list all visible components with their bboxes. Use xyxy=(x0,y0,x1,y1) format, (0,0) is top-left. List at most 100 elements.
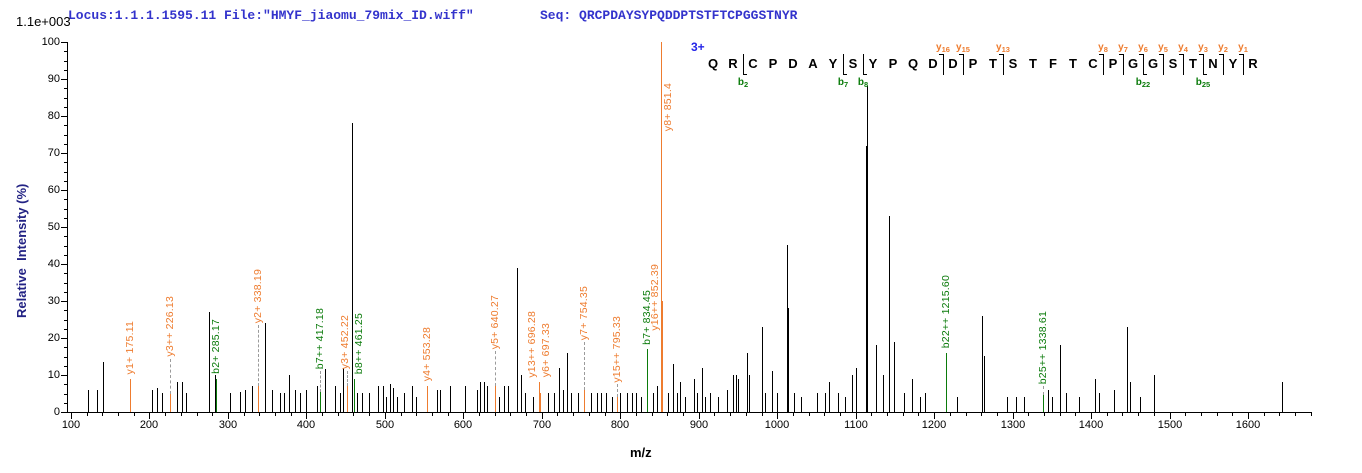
sequence-residue: F xyxy=(1049,56,1057,71)
x-tick xyxy=(683,413,684,416)
x-tick xyxy=(149,413,150,419)
y-tick xyxy=(61,412,67,413)
fragment-divider-foot xyxy=(1099,54,1103,55)
x-tick xyxy=(714,413,715,416)
x-tick-label: 500 xyxy=(375,419,395,431)
y-tick xyxy=(64,329,67,330)
seq-value: QRCPDAYSYPQDDPTSTFTCPGGSTNYR xyxy=(579,8,798,23)
spectrum-peak xyxy=(404,393,405,412)
x-tick xyxy=(259,413,260,416)
x-tick xyxy=(1264,413,1265,416)
spectrum-peak xyxy=(477,390,478,412)
b-ion-marker: b8 xyxy=(857,77,869,89)
seq-label: Seq: xyxy=(540,8,580,23)
spectrum-peak xyxy=(772,371,773,412)
fragment-divider xyxy=(843,54,844,75)
spectrum-peak xyxy=(680,382,681,412)
fragment-divider xyxy=(943,54,944,75)
spectrum-peak xyxy=(1095,379,1096,412)
spectrum-peak xyxy=(817,393,818,412)
y-tick xyxy=(61,116,67,117)
spectrum-peak xyxy=(416,397,417,412)
spectrum-peak xyxy=(182,382,183,412)
spectrum-peak xyxy=(641,397,642,412)
peak-label: y16++ 852.39 xyxy=(649,263,661,331)
y-tick xyxy=(61,338,67,339)
x-tick xyxy=(495,413,496,416)
spectrum-peak xyxy=(280,393,281,412)
spectrum-peak xyxy=(856,368,857,412)
x-tick xyxy=(1295,413,1296,416)
spectrum-peak xyxy=(1140,397,1141,412)
sequence-residue: Q xyxy=(907,56,919,71)
x-tick xyxy=(118,413,119,416)
y-tick xyxy=(64,384,67,385)
spectrum-peak xyxy=(440,390,441,412)
sequence-residue: S xyxy=(1168,56,1178,71)
y-tick xyxy=(64,403,67,404)
y-ion-peak xyxy=(347,386,348,412)
spectrum-peak xyxy=(571,393,572,412)
x-tick xyxy=(1311,413,1312,416)
y-tick xyxy=(64,246,67,247)
y-ion-marker: y5 xyxy=(1158,42,1168,54)
x-tick xyxy=(1232,413,1233,416)
y-tick-label: 70 xyxy=(47,147,60,159)
spectrum-peak xyxy=(103,362,104,412)
sequence-residue: C xyxy=(748,56,758,71)
y-tick xyxy=(61,42,67,43)
sequence-residue: Y xyxy=(828,56,838,71)
spectrum-peak xyxy=(787,245,788,412)
spectrum-peak xyxy=(559,368,560,412)
spectrum-peak xyxy=(829,382,830,412)
spectrum-peak xyxy=(383,386,384,412)
spectrum-peak xyxy=(1130,382,1131,412)
spectrum-peak xyxy=(852,375,853,412)
spectrum-peak xyxy=(252,386,253,412)
x-tick-label: 1300 xyxy=(1000,419,1026,431)
spectrum-peak xyxy=(1007,397,1008,412)
x-tick-label: 1500 xyxy=(1157,419,1183,431)
y-ion-peak xyxy=(495,386,496,412)
y-tick xyxy=(64,51,67,52)
y-tick-label: 0 xyxy=(53,406,60,418)
x-tick-label: 1400 xyxy=(1078,419,1104,431)
x-tick xyxy=(134,413,135,416)
y-ion-peak xyxy=(130,379,131,412)
spectrum-peak xyxy=(525,393,526,412)
spectrum-peak xyxy=(825,393,826,412)
sequence-residue: P xyxy=(768,56,778,71)
spectrum-peak xyxy=(1154,375,1155,412)
y-tick xyxy=(64,172,67,173)
spectrum-peak xyxy=(378,386,379,412)
spectrum-peak xyxy=(883,375,884,412)
x-tick xyxy=(197,413,198,416)
spectrum-peak xyxy=(295,390,296,412)
y-tick xyxy=(64,218,67,219)
x-tick xyxy=(840,413,841,416)
spectrum-peak xyxy=(677,393,678,412)
spectrum-peak xyxy=(597,393,598,412)
spectrum-peak xyxy=(563,390,564,412)
spectrum-peak xyxy=(362,393,363,412)
spectrum-peak xyxy=(925,393,926,412)
b-ion-marker: b2 xyxy=(737,77,749,89)
spectrum-peak xyxy=(508,386,509,412)
y-tick-label: 60 xyxy=(47,184,60,196)
spectrum-peak xyxy=(867,86,868,412)
spectrum-peak xyxy=(186,393,187,412)
y-tick xyxy=(64,320,67,321)
spectrum-peak xyxy=(653,393,654,412)
x-tick xyxy=(997,413,998,416)
spectrum-peak xyxy=(567,353,568,412)
spectrum-peak xyxy=(866,146,867,412)
sequence-residue: P xyxy=(1108,56,1118,71)
fragment-divider xyxy=(863,54,864,75)
b-ion-peak xyxy=(320,392,321,412)
spectrum-peak xyxy=(694,379,695,412)
spectrum-peak xyxy=(591,393,592,412)
sequence-residue: D xyxy=(948,56,958,71)
sequence-residue: G xyxy=(1147,56,1159,71)
x-tick xyxy=(87,413,88,416)
